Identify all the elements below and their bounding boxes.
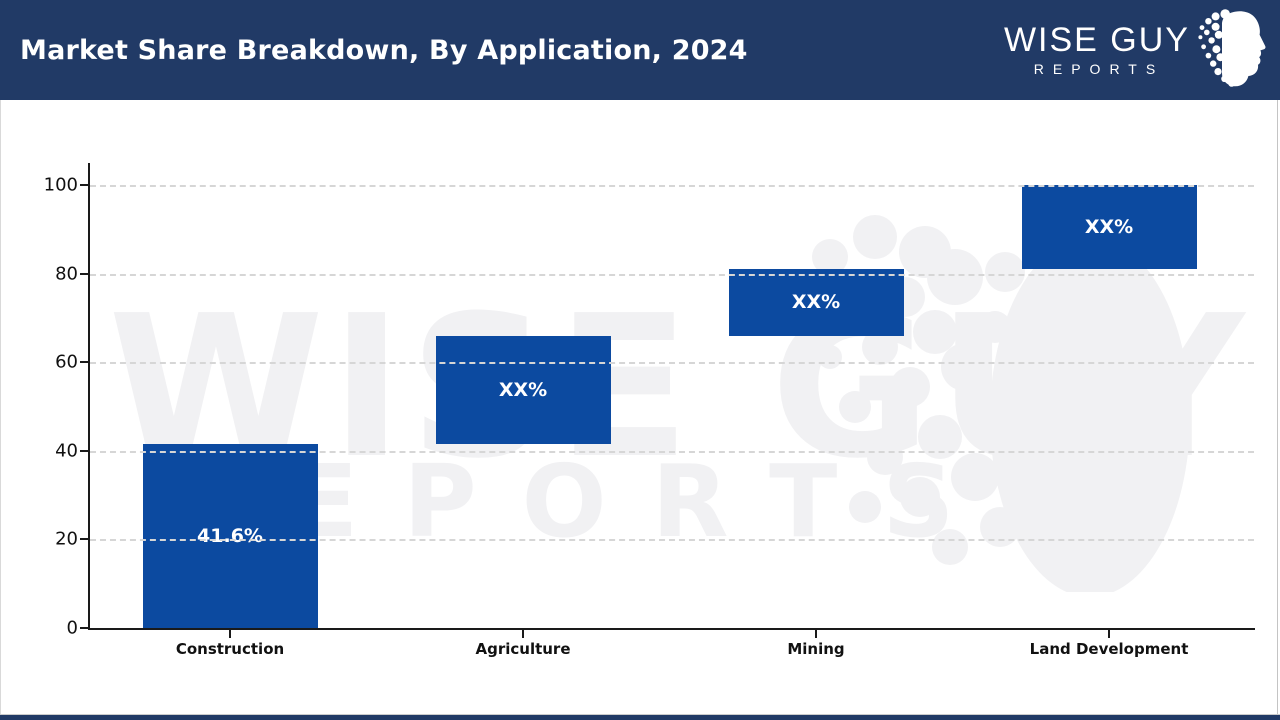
gridline-80 xyxy=(90,273,1254,276)
y-axis-tick xyxy=(80,538,88,541)
footer-hairline xyxy=(0,714,1280,715)
logo-text: WISE GUY REPORTS xyxy=(1003,21,1190,77)
x-axis-line xyxy=(88,628,1255,630)
bar-agriculture: XX% xyxy=(435,335,611,444)
y-axis-tick xyxy=(80,361,88,364)
x-axis-category-label: Construction xyxy=(175,640,285,658)
gridline-100 xyxy=(90,185,1254,187)
y-axis-tick-label: 80 xyxy=(55,263,78,285)
header-bar: Market Share Breakdown, By Application, … xyxy=(0,0,1280,100)
y-axis-tick-label: 40 xyxy=(55,440,78,462)
watermark-face-icon xyxy=(812,215,1190,592)
page-border-right xyxy=(1277,100,1278,714)
bar-mining: XX% xyxy=(728,269,904,336)
gridline-20 xyxy=(90,539,1254,542)
page-title: Market Share Breakdown, By Application, … xyxy=(20,34,748,66)
logo-subtitle: REPORTS xyxy=(1033,60,1165,77)
y-axis-tick xyxy=(80,449,88,452)
gridline-40 xyxy=(90,450,1254,453)
bar-value-label: XX% xyxy=(1084,216,1134,239)
y-axis-tick-label: 20 xyxy=(55,528,78,550)
y-axis-line xyxy=(88,163,90,630)
x-axis-tick xyxy=(815,630,817,638)
logo-face-icon xyxy=(1198,9,1266,87)
gridline-60 xyxy=(90,362,1254,365)
bar-land-development: XX% xyxy=(1021,185,1197,270)
wise-guy-reports-logo: WISE GUY REPORTS xyxy=(1004,6,1266,94)
bar-value-label: 41.6% xyxy=(197,524,263,547)
footer-bar xyxy=(0,715,1280,720)
y-axis-tick-label: 60 xyxy=(55,351,78,373)
x-axis-tick xyxy=(1108,630,1110,638)
y-axis-tick xyxy=(80,272,88,275)
logo-wordmark: WISE GUY xyxy=(1003,21,1190,60)
page-border-left xyxy=(0,100,1,714)
y-axis-tick xyxy=(80,627,88,629)
x-axis-tick xyxy=(522,630,524,638)
x-axis-category-label: Mining xyxy=(787,640,845,658)
bar-value-label: XX% xyxy=(791,291,841,314)
x-axis-tick xyxy=(229,630,231,638)
y-axis-tick-label: 0 xyxy=(66,617,78,639)
chart-plot-area: WISE GUY REPORTS 41.6% Construction XX% Agr… xyxy=(0,100,1280,714)
x-axis-category-label: Land Development xyxy=(1029,640,1189,658)
x-axis-category-label: Agriculture xyxy=(475,640,571,658)
bar-construction: 41.6% xyxy=(142,443,318,628)
y-axis-tick xyxy=(80,184,88,186)
y-axis-tick-label: 100 xyxy=(43,174,78,196)
bar-value-label: XX% xyxy=(498,378,548,401)
